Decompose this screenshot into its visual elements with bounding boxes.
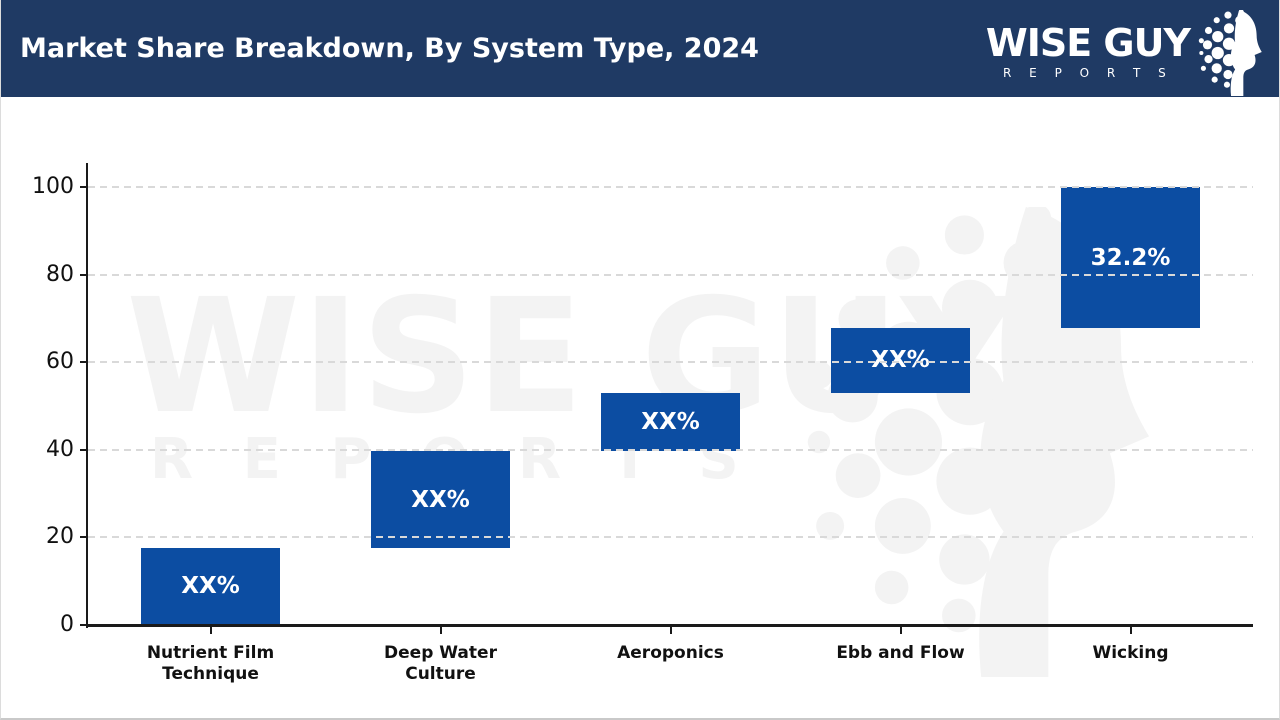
bar-value-label: 32.2%: [1090, 244, 1171, 271]
x-tick-label: Aeroponics: [617, 643, 724, 663]
x-tick-label: Ebb and Flow: [836, 643, 965, 663]
logo-text: WISE GUY R E P O R T S: [985, 21, 1191, 80]
y-tick: [80, 361, 88, 364]
page-title: Market Share Breakdown, By System Type, …: [20, 33, 759, 64]
logo-subtitle: R E P O R T S: [1003, 66, 1173, 80]
gridline-100: [88, 186, 1253, 188]
wise-guy-reports-logo: WISE GUY R E P O R T S: [986, 6, 1268, 96]
y-axis-line: [86, 163, 88, 628]
y-tick: [80, 186, 88, 188]
x-tick-label: Deep Water Culture: [384, 643, 497, 685]
y-tick-label: 60: [46, 349, 74, 375]
x-tick: [439, 627, 442, 634]
y-tick: [80, 536, 88, 539]
y-tick-label: 100: [32, 174, 74, 199]
y-tick: [80, 624, 88, 626]
x-tick: [899, 627, 902, 634]
y-tick-label: 80: [46, 261, 74, 287]
x-tick-label: Wicking: [1092, 643, 1169, 663]
gridline-60: [88, 361, 1253, 364]
bar-wicking: 32.2%: [1061, 187, 1200, 329]
bar-value-label: XX%: [641, 408, 700, 435]
y-tick-label: 40: [46, 436, 74, 462]
y-tick-label: 0: [60, 612, 74, 637]
chart-plot-area: WISE GUY R E P O R T S XX%Nutrient Film …: [0, 97, 1280, 720]
bar-aeroponics: XX%: [601, 392, 740, 452]
x-tick: [209, 627, 212, 634]
bar-value-label: XX%: [181, 573, 240, 600]
bar-nutrient-film-technique: XX%: [141, 547, 280, 625]
head-profile-icon: [1198, 10, 1262, 96]
gridline-80: [88, 273, 1253, 276]
bar-value-label: XX%: [411, 486, 470, 513]
bar-ebb-and-flow: XX%: [831, 328, 970, 393]
x-tick: [669, 627, 672, 634]
gridline-20: [88, 536, 1253, 539]
y-tick-label: 20: [46, 524, 74, 550]
gridline-40: [88, 448, 1253, 451]
x-axis-line: [86, 624, 1253, 627]
y-tick: [80, 448, 88, 451]
x-tick-label: Nutrient Film Technique: [146, 643, 275, 685]
y-tick: [80, 273, 88, 276]
x-tick: [1129, 627, 1132, 634]
logo-wordmark: WISE GUY: [985, 21, 1191, 65]
bar-value-label: XX%: [871, 347, 930, 374]
header-bar: Market Share Breakdown, By System Type, …: [0, 0, 1280, 97]
bar-deep-water-culture: XX%: [371, 451, 510, 548]
